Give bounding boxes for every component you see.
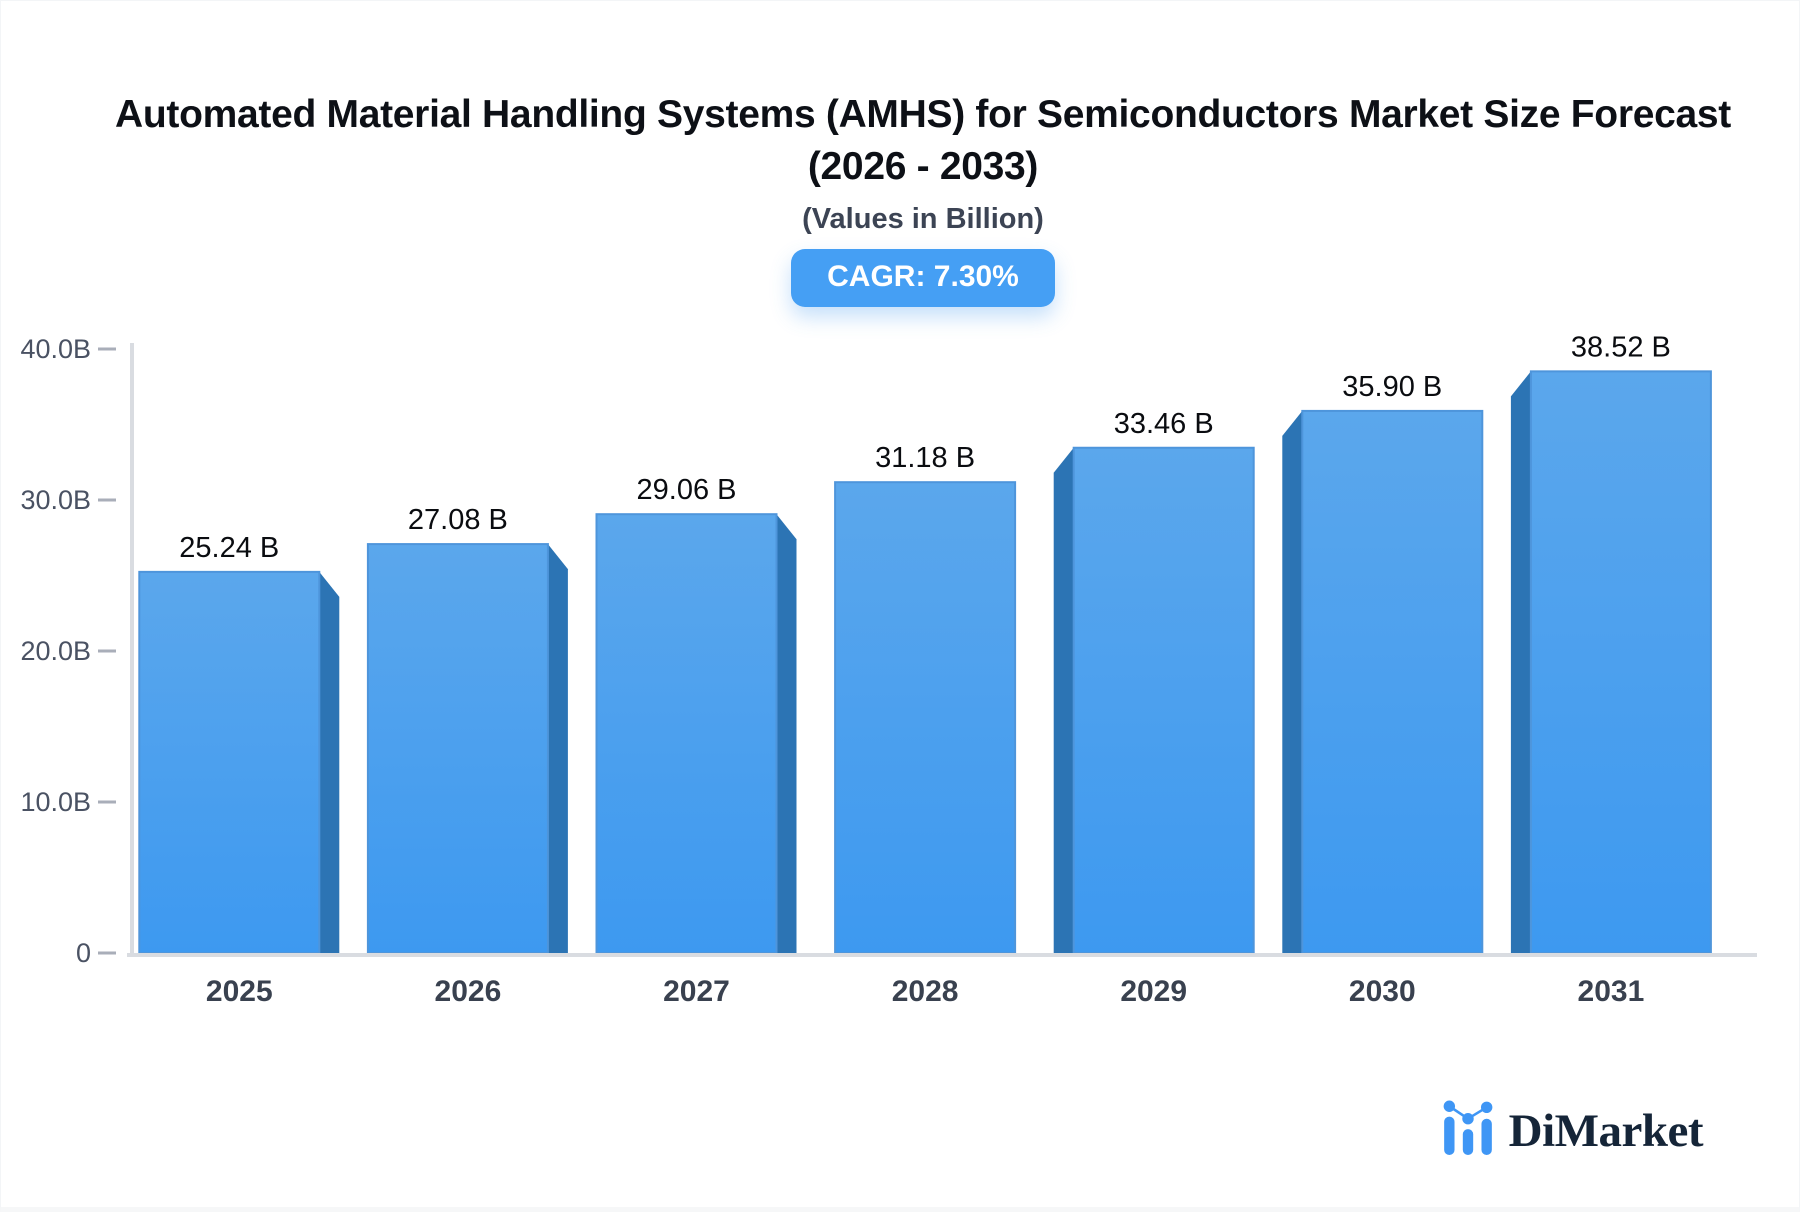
x-axis-label-2030: 2030 bbox=[1349, 975, 1416, 1008]
bar-side-face bbox=[1053, 447, 1074, 953]
bar-side-face bbox=[776, 514, 797, 953]
x-axis-label-2028: 2028 bbox=[892, 975, 959, 1008]
bar-value-label: 29.06 B bbox=[637, 474, 737, 506]
bar-front-face bbox=[1529, 370, 1712, 954]
bar-2030[interactable]: 35.90 B bbox=[1282, 371, 1484, 955]
chart-subtitle: (Values in Billion) bbox=[802, 203, 1044, 235]
bar-front-face bbox=[366, 543, 549, 954]
y-axis-label-40.0B: 40.0B bbox=[20, 334, 91, 364]
bar-2029[interactable]: 33.46 B bbox=[1053, 408, 1255, 954]
x-axis-label-2029: 2029 bbox=[1120, 975, 1187, 1008]
x-axis-label-2026: 2026 bbox=[435, 975, 502, 1008]
bar-side-face bbox=[1282, 410, 1303, 953]
x-axis-label-2027: 2027 bbox=[663, 975, 730, 1008]
brand-logo-text: DiMarket bbox=[1508, 1105, 1704, 1157]
bar-side-face bbox=[547, 544, 568, 953]
bar-value-label: 25.24 B bbox=[179, 532, 279, 564]
x-axis-label-2031: 2031 bbox=[1578, 975, 1645, 1008]
bar-front-face bbox=[1072, 446, 1255, 954]
x-axis-label-2025: 2025 bbox=[206, 975, 273, 1008]
y-axis-label-20.0B: 20.0B bbox=[20, 636, 91, 666]
bar-value-label: 38.52 B bbox=[1571, 331, 1671, 363]
chart-header: Automated Material Handling Systems (AMH… bbox=[1, 89, 1799, 307]
chart-title: Automated Material Handling Systems (AMH… bbox=[115, 93, 1731, 188]
bar-2031[interactable]: 38.52 B bbox=[1510, 331, 1712, 954]
cagr-badge: CAGR: 7.30% bbox=[791, 249, 1055, 307]
bar-value-label: 31.18 B bbox=[875, 442, 975, 474]
bar-side-face bbox=[1510, 371, 1531, 953]
y-axis-label-0: 0 bbox=[76, 938, 91, 968]
bar-front-face bbox=[834, 481, 1017, 954]
y-axis-label-30.0B: 30.0B bbox=[20, 485, 91, 515]
bar-front-face bbox=[595, 513, 778, 954]
bar-front-face bbox=[138, 570, 321, 954]
y-axis-label-10.0B: 10.0B bbox=[20, 787, 91, 817]
bar-value-label: 35.90 B bbox=[1342, 371, 1442, 403]
bar-chart-logo-icon bbox=[1443, 1100, 1492, 1155]
bar-2028[interactable]: 31.18 B bbox=[834, 442, 1017, 954]
bar-side-face bbox=[319, 571, 340, 953]
bar-2025[interactable]: 25.24 B bbox=[138, 532, 340, 954]
bar-2026[interactable]: 27.08 B bbox=[366, 504, 568, 954]
bar-2027[interactable]: 29.06 B bbox=[595, 474, 797, 954]
brand-logo[interactable]: DiMarket bbox=[1442, 1099, 1704, 1157]
bar-value-label: 33.46 B bbox=[1114, 408, 1214, 440]
bar-front-face bbox=[1301, 409, 1484, 955]
bar-value-label: 27.08 B bbox=[408, 504, 508, 536]
